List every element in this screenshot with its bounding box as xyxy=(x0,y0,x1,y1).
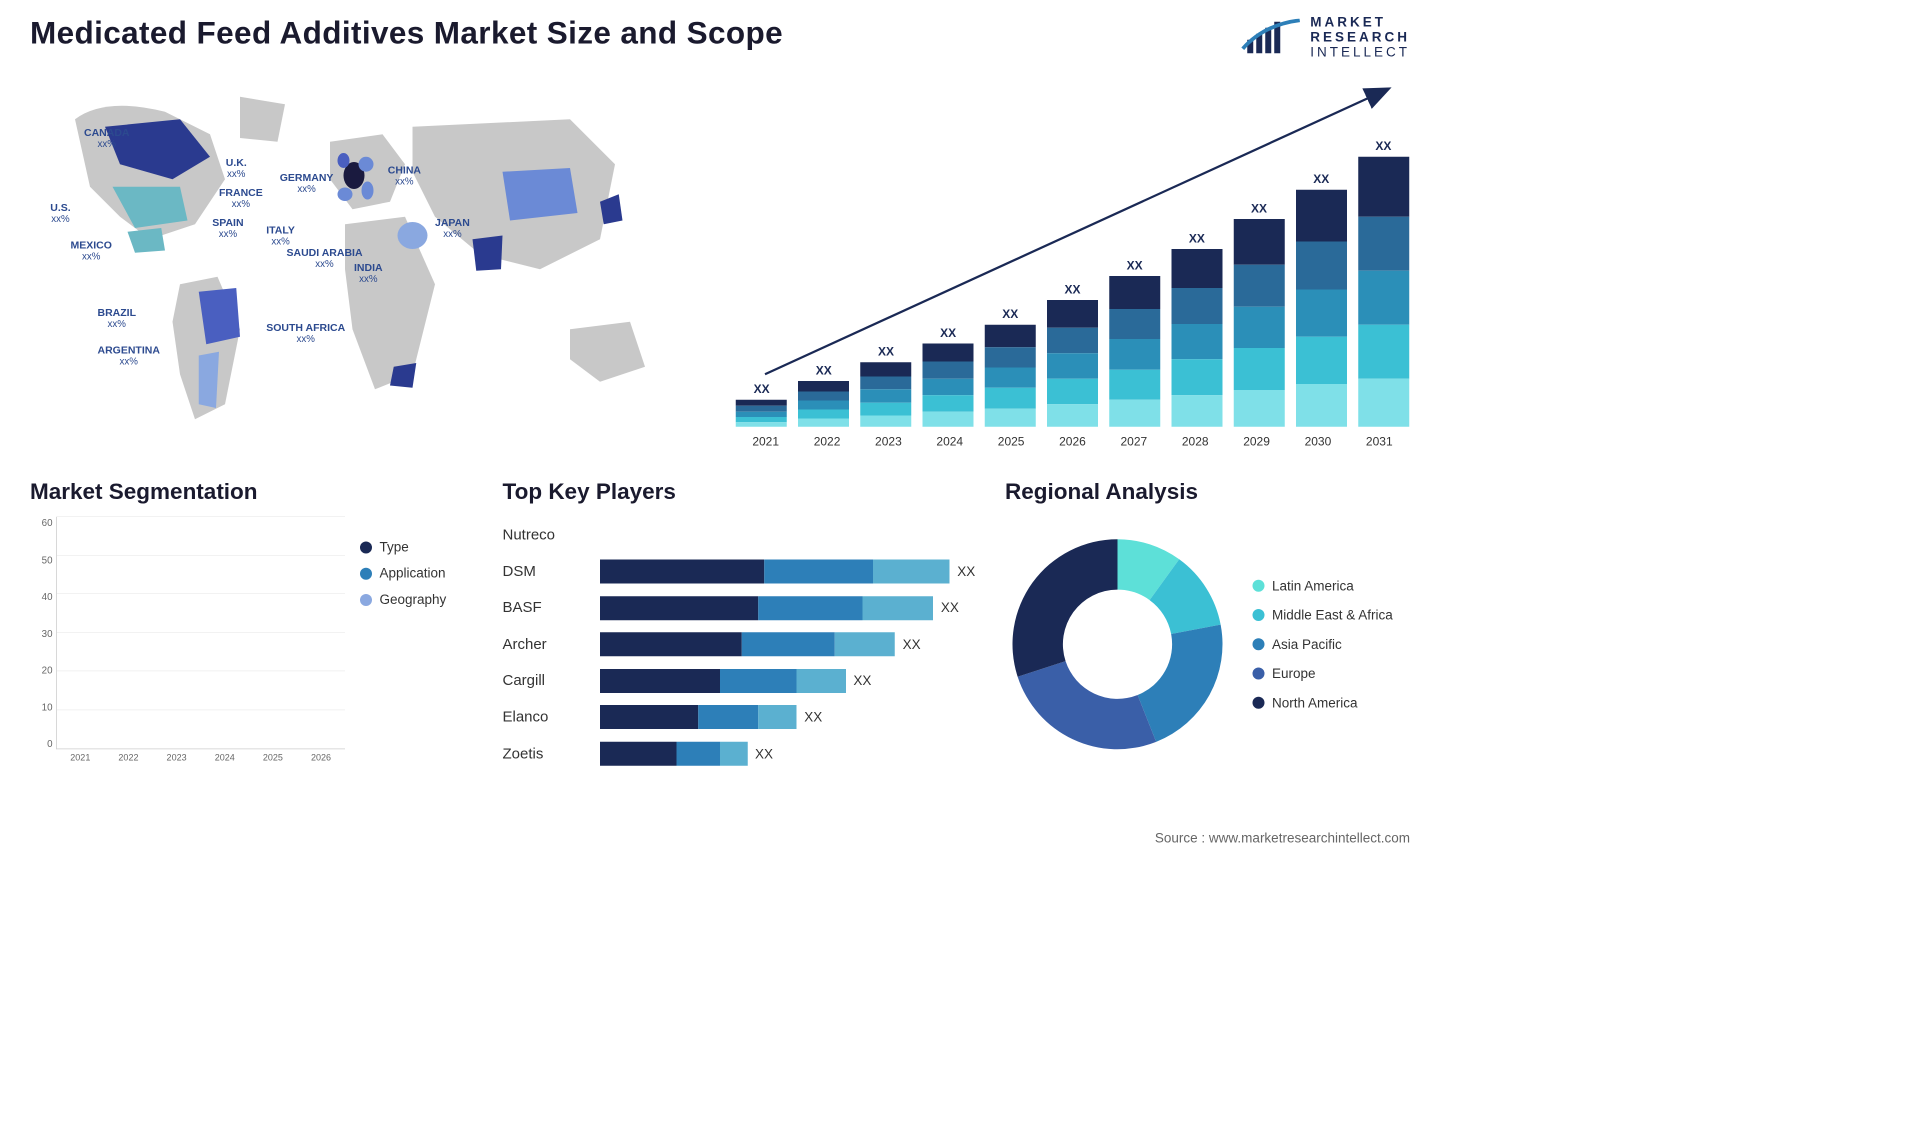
region-donut xyxy=(1005,532,1230,757)
player-bar-row: XX xyxy=(600,669,983,693)
logo-icon xyxy=(1241,19,1301,57)
player-name: Zoetis xyxy=(503,745,593,762)
player-name: Archer xyxy=(503,636,593,653)
country-label: ITALYxx% xyxy=(266,225,295,247)
region-panel: Regional Analysis Latin America Middle Ea… xyxy=(1005,480,1410,795)
brand-logo: MARKET RESEARCH INTELLECT xyxy=(1241,15,1410,60)
country-label: SOUTH AFRICAxx% xyxy=(266,322,345,344)
players-panel: Top Key Players Nutreco DSM BASF Archer Carg… xyxy=(503,480,983,795)
growth-bar: XX xyxy=(1234,203,1285,427)
logo-line3: INTELLECT xyxy=(1310,45,1410,60)
legend-item: North America xyxy=(1253,695,1393,711)
growth-bar: XX xyxy=(1109,259,1160,427)
country-label: SPAINxx% xyxy=(212,217,243,239)
region-title: Regional Analysis xyxy=(1005,480,1410,506)
legend-item: Europe xyxy=(1253,666,1393,682)
segmentation-legend: Type Application Geography xyxy=(360,517,480,772)
growth-bar: XX xyxy=(1296,173,1347,427)
source-attribution: Source : www.marketresearchintellect.com xyxy=(1155,830,1410,846)
world-map-panel: CANADAxx% U.S.xx%MEXICOxx% BRAZILxx% ARGENT… xyxy=(30,75,705,450)
segmentation-title: Market Segmentation xyxy=(30,480,480,506)
player-name: Cargill xyxy=(503,672,593,689)
legend-item: Latin America xyxy=(1253,578,1393,594)
country-label: INDIAxx% xyxy=(354,262,383,284)
country-label: U.K.xx% xyxy=(226,157,247,179)
logo-line2: RESEARCH xyxy=(1310,30,1410,45)
growth-bar: XX xyxy=(985,308,1036,427)
country-label: MEXICOxx% xyxy=(71,240,112,262)
page-title: Medicated Feed Additives Market Size and… xyxy=(30,15,783,51)
legend-item: Middle East & Africa xyxy=(1253,607,1393,623)
growth-bar: XX xyxy=(923,327,974,427)
growth-bar: XX xyxy=(1171,232,1222,427)
player-name: BASF xyxy=(503,599,593,616)
legend-item: Geography xyxy=(360,592,480,608)
growth-bar: XX xyxy=(736,384,787,427)
segmentation-panel: Market Segmentation 0102030405060 202120… xyxy=(30,480,480,795)
growth-chart-panel: XXXXXXXXXXXXXXXXXXXXXX 20212022202320242… xyxy=(735,75,1410,450)
players-title: Top Key Players xyxy=(503,480,983,506)
player-name: Elanco xyxy=(503,709,593,726)
player-bar-row: XX xyxy=(600,742,983,766)
legend-item: Asia Pacific xyxy=(1253,637,1393,653)
donut-slice xyxy=(1018,661,1157,749)
legend-item: Type xyxy=(360,540,480,556)
player-name: DSM xyxy=(503,563,593,580)
players-labels: Nutreco DSM BASF Archer Cargill Elanco Zoetis xyxy=(503,517,593,772)
player-bar-row: XX xyxy=(600,633,983,657)
donut-slice xyxy=(1138,625,1223,742)
player-bar-row: XX xyxy=(600,705,983,729)
player-bar-row: XX xyxy=(600,560,983,584)
legend-item: Application xyxy=(360,566,480,582)
country-label: CHINAxx% xyxy=(388,165,421,187)
country-label: JAPANxx% xyxy=(435,217,470,239)
country-label: BRAZILxx% xyxy=(98,307,136,329)
growth-bar: XX xyxy=(860,346,911,427)
country-label: U.S.xx% xyxy=(50,202,70,224)
country-label: SAUDI ARABIAxx% xyxy=(287,247,363,269)
region-legend: Latin America Middle East & Africa Asia Pa… xyxy=(1253,578,1393,711)
player-bar-row: XX xyxy=(600,596,983,620)
segmentation-chart: 0102030405060 202120222023202420252026 xyxy=(30,517,345,772)
country-label: FRANCExx% xyxy=(219,187,263,209)
country-label: GERMANYxx% xyxy=(280,172,334,194)
logo-line1: MARKET xyxy=(1310,15,1410,30)
player-name: Nutreco xyxy=(503,527,593,544)
country-label: CANADAxx% xyxy=(84,127,130,149)
country-label: ARGENTINAxx% xyxy=(98,345,160,367)
donut-slice xyxy=(1013,540,1118,677)
growth-bar: XX xyxy=(1047,284,1098,427)
players-bars: XX XX XX XX XX XX xyxy=(600,517,983,772)
growth-bar: XX xyxy=(1358,141,1409,427)
growth-bar: XX xyxy=(798,365,849,427)
